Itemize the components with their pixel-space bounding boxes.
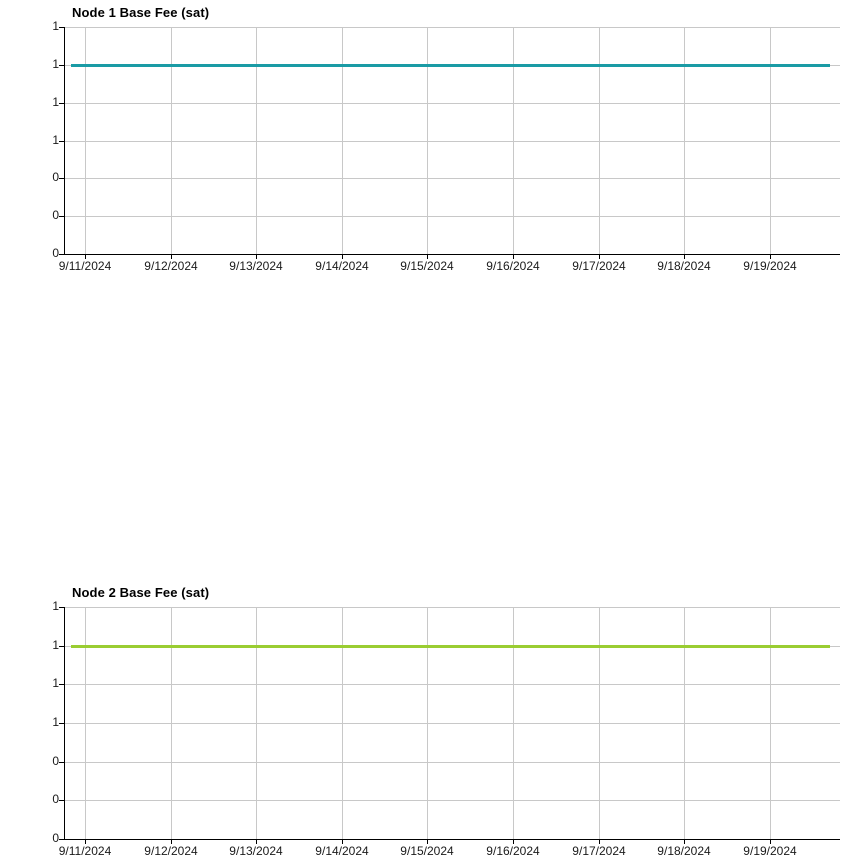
x-axis-tick	[684, 255, 685, 259]
gridline-vertical	[256, 27, 257, 254]
y-axis-tick-label: 0	[52, 792, 59, 806]
y-axis-labels-node-2: 1 1 1 1 0 0 0	[0, 599, 59, 845]
y-axis-tick-label: 0	[52, 246, 59, 260]
chart-panel-node-2: Node 2 Base Fee (sat) 1 1 1 1 0 0 0 9/11/2024 9…	[0, 290, 860, 858]
y-axis-tick	[59, 178, 64, 179]
y-axis-labels-node-1: 1 1 1 1 0 0 0	[0, 19, 59, 260]
x-axis-tick-label: 9/14/2024	[315, 844, 369, 858]
y-axis-tick-label: 1	[52, 95, 59, 109]
gridline-vertical	[770, 27, 771, 254]
x-axis-tick	[85, 255, 86, 259]
gridline-horizontal	[64, 103, 840, 104]
y-axis-tick	[59, 216, 64, 217]
y-axis-tick	[59, 141, 64, 142]
gridline-vertical	[85, 607, 86, 839]
gridline-vertical	[171, 607, 172, 839]
y-axis-tick-label: 1	[52, 133, 59, 147]
gridline-vertical	[342, 607, 343, 839]
x-axis-tick	[256, 255, 257, 259]
x-axis-tick-label: 9/14/2024	[315, 259, 369, 273]
gridline-vertical	[770, 607, 771, 839]
gridline-vertical	[684, 607, 685, 839]
x-axis-tick	[599, 255, 600, 259]
y-axis-tick-label: 0	[52, 170, 59, 184]
gridline-vertical	[599, 27, 600, 254]
y-axis-line	[64, 27, 65, 255]
y-axis-line	[64, 607, 65, 840]
x-axis-tick-label: 9/17/2024	[572, 259, 626, 273]
x-axis-line	[64, 839, 840, 840]
x-axis-tick-label: 9/15/2024	[400, 259, 454, 273]
y-axis-tick	[59, 254, 64, 255]
gridline-vertical	[256, 607, 257, 839]
gridline-vertical	[427, 27, 428, 254]
x-axis-tick-label: 9/18/2024	[657, 259, 711, 273]
gridline-vertical	[85, 27, 86, 254]
gridline-vertical	[427, 607, 428, 839]
gridline-horizontal	[64, 178, 840, 179]
gridline-horizontal	[64, 684, 840, 685]
chart-title-node-2: Node 2 Base Fee (sat)	[72, 585, 210, 600]
gridline-vertical	[599, 607, 600, 839]
y-axis-tick	[59, 103, 64, 104]
plot-area-node-1	[59, 27, 840, 259]
x-axis-tick-label: 9/12/2024	[144, 844, 198, 858]
series-line-node-1	[71, 64, 830, 67]
gridline-horizontal	[64, 216, 840, 217]
x-axis-tick-label: 9/13/2024	[229, 844, 283, 858]
x-axis-tick-label: 9/15/2024	[400, 844, 454, 858]
plot-area-node-2	[59, 607, 840, 844]
gridline-vertical	[684, 27, 685, 254]
series-line-node-2	[71, 645, 830, 648]
gridline-vertical	[342, 27, 343, 254]
y-axis-tick-label: 1	[52, 599, 59, 613]
x-axis-line	[64, 254, 840, 255]
x-axis-tick	[770, 255, 771, 259]
gridline-vertical	[513, 27, 514, 254]
gridline-horizontal	[64, 607, 840, 608]
gridline-horizontal	[64, 27, 840, 28]
chart-title-node-1: Node 1 Base Fee (sat)	[72, 5, 210, 20]
x-axis-tick-label: 9/11/2024	[58, 844, 112, 858]
y-axis-tick-label: 1	[52, 57, 59, 71]
x-axis-tick	[342, 255, 343, 259]
y-axis-tick-label: 1	[52, 715, 59, 729]
gridline-horizontal	[64, 762, 840, 763]
x-axis-tick	[171, 255, 172, 259]
y-axis-tick-label: 0	[52, 831, 59, 845]
y-axis-tick	[59, 65, 64, 66]
x-axis-tick-label: 9/12/2024	[144, 259, 198, 273]
x-axis-labels-node-2: 9/11/2024 9/12/2024 9/13/2024 9/14/2024 9/15…	[59, 844, 840, 862]
y-axis-tick	[59, 27, 64, 28]
x-axis-tick-label: 9/18/2024	[657, 844, 711, 858]
x-axis-tick-label: 9/13/2024	[229, 259, 283, 273]
y-axis-tick-label: 0	[52, 754, 59, 768]
x-axis-tick-label: 9/19/2024	[743, 259, 797, 273]
x-axis-tick-label: 9/19/2024	[743, 844, 797, 858]
y-axis-tick-label: 1	[52, 676, 59, 690]
x-axis-tick	[513, 255, 514, 259]
y-axis-tick-label: 0	[52, 208, 59, 222]
gridline-horizontal	[64, 723, 840, 724]
gridline-vertical	[513, 607, 514, 839]
gridline-horizontal	[64, 800, 840, 801]
y-axis-tick-label: 1	[52, 19, 59, 33]
x-axis-labels-node-1: 9/11/2024 9/12/2024 9/13/2024 9/14/2024 9/15…	[59, 259, 840, 277]
x-axis-tick-label: 9/16/2024	[486, 259, 540, 273]
x-axis-tick-label: 9/16/2024	[486, 844, 540, 858]
x-axis-tick-label: 9/17/2024	[572, 844, 626, 858]
y-axis-tick-label: 1	[52, 638, 59, 652]
x-axis-tick-label: 9/11/2024	[58, 259, 112, 273]
gridline-horizontal	[64, 141, 840, 142]
x-axis-tick	[427, 255, 428, 259]
gridline-vertical	[171, 27, 172, 254]
